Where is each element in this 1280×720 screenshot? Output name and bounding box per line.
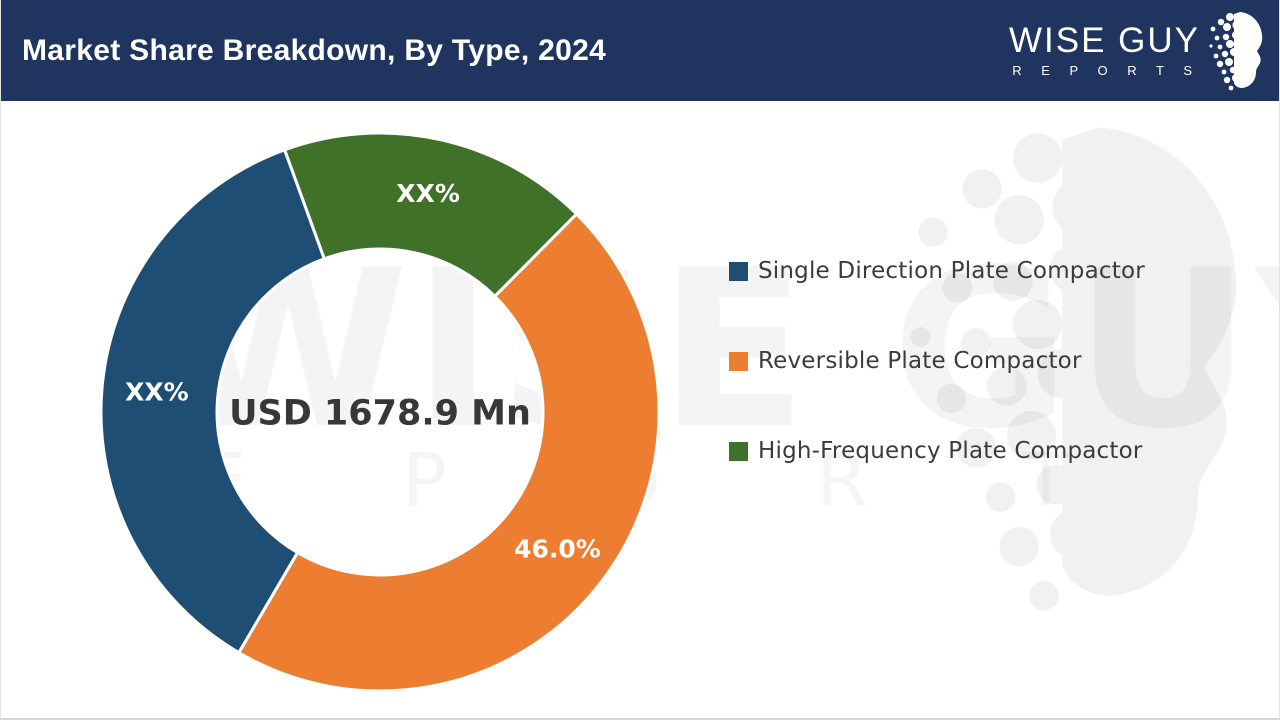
legend-item-reversible: Reversible Plate Compactor	[729, 346, 1145, 376]
legend-label: Single Direction Plate Compactor	[758, 258, 1145, 284]
legend-item-single-direction: Single Direction Plate Compactor	[729, 256, 1145, 286]
donut-center-value: USD 1678.9 Mn	[229, 393, 531, 433]
dotted-head-icon	[1209, 12, 1263, 91]
logo-text: WISE GUY R E P O R T S	[1008, 21, 1200, 79]
watermark-wordmark: WISE GUY	[168, 242, 1280, 460]
watermark-head-dots	[910, 127, 1237, 611]
legend-label: Reversible Plate Compactor	[758, 348, 1082, 374]
legend-item-high-frequency: High-Frequency Plate Compactor	[729, 436, 1145, 466]
chart-legend: Single Direction Plate Compactor Reversi…	[729, 256, 1145, 526]
page-title: Market Share Breakdown, By Type, 2024	[22, 33, 607, 67]
donut-segment	[283, 131, 579, 298]
legend-swatch-orange	[729, 351, 748, 371]
donut-segment	[99, 148, 326, 655]
legend-label: High-Frequency Plate Compactor	[758, 438, 1143, 464]
donut-segment	[237, 212, 661, 693]
wise-guy-reports-logo: WISE GUY R E P O R T S	[1009, 6, 1266, 96]
legend-swatch-green	[729, 441, 748, 461]
header-bar: Market Share Breakdown, By Type, 2024 WI…	[0, 0, 1280, 101]
logo-subtext: R E P O R T S	[1012, 63, 1200, 78]
logo-wordmark: WISE GUY	[1008, 21, 1200, 60]
legend-swatch-blue	[729, 261, 748, 281]
page-left-border	[0, 0, 1, 718]
slice-label: XX%	[396, 179, 460, 208]
slice-label: XX%	[125, 377, 189, 406]
slice-label: 46.0%	[514, 534, 601, 563]
